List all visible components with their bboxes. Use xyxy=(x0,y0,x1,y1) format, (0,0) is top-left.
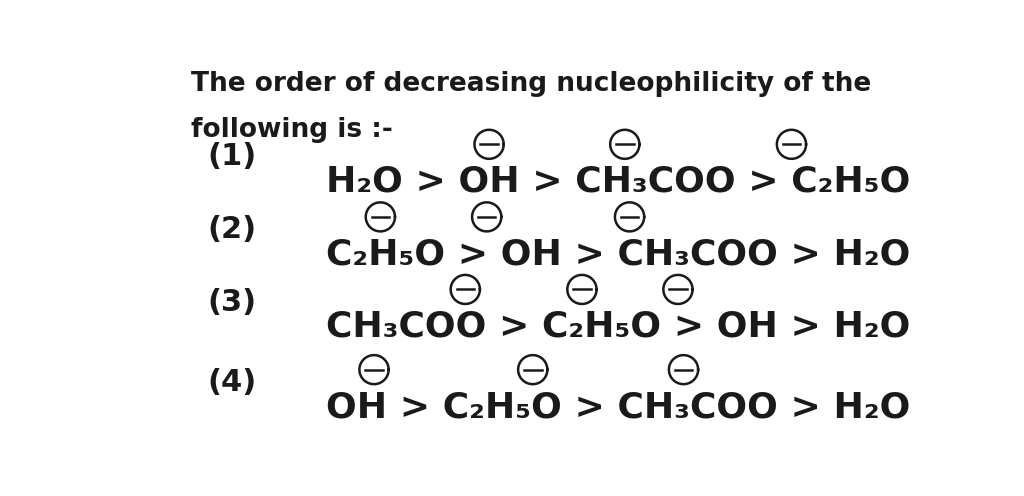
Text: The order of decreasing nucleophilicity of the: The order of decreasing nucleophilicity … xyxy=(191,71,871,97)
Text: (4): (4) xyxy=(207,368,257,397)
Text: C₂H₅O > OH > CH₃COO > H₂O: C₂H₅O > OH > CH₃COO > H₂O xyxy=(327,237,910,271)
Text: OH > C₂H₅O > CH₃COO > H₂O: OH > C₂H₅O > CH₃COO > H₂O xyxy=(327,390,910,424)
Text: (3): (3) xyxy=(207,288,256,316)
Text: CH₃COO > C₂H₅O > OH > H₂O: CH₃COO > C₂H₅O > OH > H₂O xyxy=(327,310,910,344)
Text: (2): (2) xyxy=(207,215,256,244)
Text: H₂O > OH > CH₃COO > C₂H₅O: H₂O > OH > CH₃COO > C₂H₅O xyxy=(327,165,910,199)
Text: following is :-: following is :- xyxy=(191,117,393,143)
Text: (1): (1) xyxy=(207,142,257,172)
